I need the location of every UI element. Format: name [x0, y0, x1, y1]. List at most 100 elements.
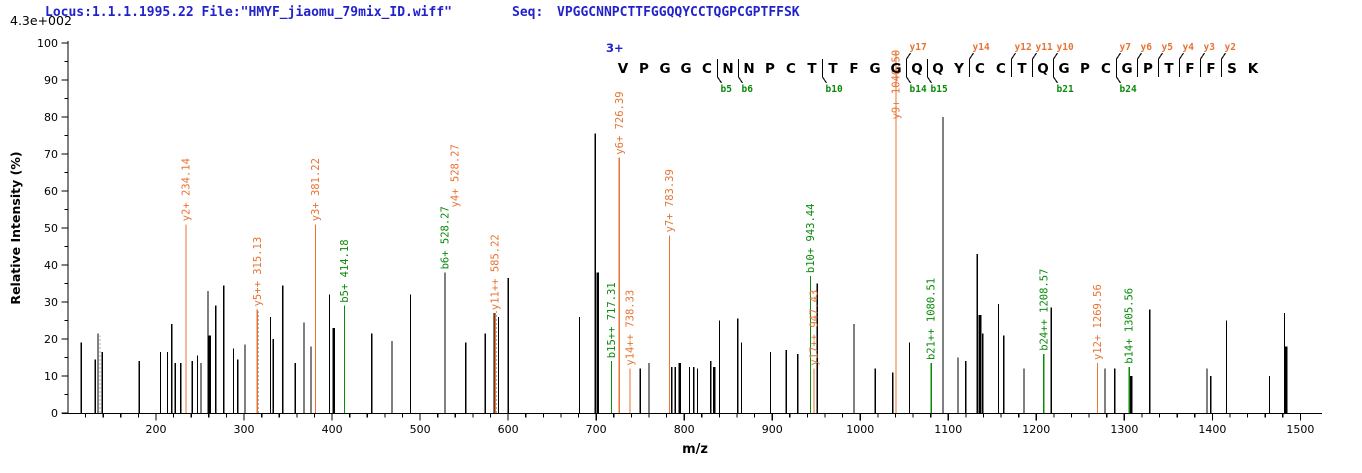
- residue-letter: P: [765, 61, 775, 77]
- precursor-charge-label: 3+: [606, 41, 624, 55]
- residue-letter: Q: [911, 61, 922, 77]
- peak-label-y: y7+ 783.39: [664, 169, 676, 232]
- y-ion-mark: y11: [1036, 42, 1053, 53]
- max-intensity-label: 4.3e+002: [10, 13, 72, 28]
- y-divider-tick: [1200, 52, 1205, 60]
- residue-letter: C: [702, 61, 712, 77]
- residue-letter: C: [1101, 61, 1111, 77]
- peak-label-b: b15++ 717.31: [606, 282, 618, 358]
- peak-label-y: y9+ 1040.50: [890, 50, 902, 120]
- y-ion-mark: y17: [910, 42, 927, 53]
- peak-label-y: y12+ 1269.56: [1092, 284, 1104, 360]
- x-tick-label: 1500: [1286, 423, 1314, 436]
- peak-label-b: b14+ 1305.56: [1124, 288, 1136, 364]
- y-divider-tick: [1221, 52, 1226, 60]
- residue-letter: T: [1017, 61, 1027, 77]
- b-ion-mark: b5: [721, 84, 733, 95]
- y-divider-tick: [1053, 52, 1058, 60]
- y-tick-label: 80: [44, 111, 58, 124]
- residue-letter: C: [975, 61, 985, 77]
- x-axis-title: m/z: [682, 442, 708, 457]
- y-divider-tick: [1158, 52, 1163, 60]
- y-ion-mark: y10: [1057, 42, 1074, 53]
- residue-letter: P: [1143, 61, 1153, 77]
- b-divider-tick: [1116, 76, 1121, 84]
- peak-label-b: b5+ 414.18: [339, 239, 351, 302]
- y-tick-label: 20: [44, 333, 58, 346]
- x-tick-label: 700: [586, 423, 607, 436]
- residue-letter: C: [786, 61, 796, 77]
- residue-letter: Q: [932, 61, 943, 77]
- residue-letter: G: [1058, 61, 1069, 77]
- residue-letter: N: [722, 61, 733, 77]
- peak-label-y: y2+ 234.14: [181, 158, 193, 221]
- y-tick-label: 50: [44, 222, 58, 235]
- b-ion-mark: b6: [742, 84, 754, 95]
- y-tick-label: 100: [37, 37, 58, 50]
- x-tick-label: 600: [498, 423, 519, 436]
- b-ion-mark: b10: [826, 84, 843, 95]
- residue-letter: G: [890, 61, 901, 77]
- residue-letter: N: [743, 61, 754, 77]
- x-tick-label: 1100: [934, 423, 962, 436]
- y-tick-label: 0: [51, 407, 58, 420]
- y-ion-mark: y6: [1141, 42, 1153, 53]
- x-tick-label: 400: [322, 423, 343, 436]
- b-ion-mark: b15: [931, 84, 948, 95]
- peak-label-y: y11++ 585.22: [490, 234, 502, 310]
- y-tick-label: 90: [44, 74, 58, 87]
- y-ion-mark: y4: [1183, 42, 1195, 53]
- peak-label-y: y4+ 528.27: [449, 144, 461, 207]
- residue-letter: G: [659, 61, 670, 77]
- residue-letter: F: [849, 61, 858, 77]
- peak-label-y: y3+ 381.22: [310, 158, 322, 221]
- x-tick-label: 200: [146, 423, 167, 436]
- y-divider-tick: [1116, 52, 1121, 60]
- peptide-sequence-header: VPGGCNNPCTTFGGQQYCCTQGPCGPTFFSK: [557, 5, 800, 20]
- y-ion-mark: y14: [973, 42, 990, 53]
- residue-letter: G: [680, 61, 691, 77]
- b-divider-tick: [906, 76, 911, 84]
- residue-letter: F: [1185, 61, 1194, 77]
- y-divider-tick: [1137, 52, 1142, 60]
- peak-label-b: b21++ 1080.51: [926, 278, 938, 360]
- residue-letter: P: [1080, 61, 1090, 77]
- b-ion-mark: b14: [910, 84, 927, 95]
- residue-letter: V: [618, 61, 629, 77]
- y-tick-label: 60: [44, 185, 58, 198]
- b-ion-mark: b21: [1057, 84, 1074, 95]
- y-divider-tick: [906, 52, 911, 60]
- peak-label-y: y17++ 947.43: [808, 290, 820, 366]
- x-tick-label: 1400: [1198, 423, 1226, 436]
- peak-label-y: y6+ 726.39: [614, 91, 626, 154]
- x-tick-label: 1200: [1022, 423, 1050, 436]
- residue-letter: P: [639, 61, 649, 77]
- residue-letter: T: [1164, 61, 1174, 77]
- y-ion-mark: y12: [1015, 42, 1032, 53]
- y-tick-label: 40: [44, 259, 58, 272]
- y-axis-title: Relative Intensity (%): [8, 151, 23, 304]
- peak-label-y: y5++ 315.13: [252, 237, 264, 307]
- residue-letter: C: [996, 61, 1006, 77]
- x-tick-label: 800: [674, 423, 695, 436]
- y-ion-mark: y3: [1204, 42, 1216, 53]
- residue-letter: K: [1248, 61, 1259, 77]
- peak-label-b: b10+ 943.44: [805, 204, 817, 274]
- y-tick-label: 70: [44, 148, 58, 161]
- x-tick-label: 900: [762, 423, 783, 436]
- locus-file-label: Locus:1.1.1.1995.22 File:"HMYF_jiaomu_79…: [45, 5, 452, 20]
- residue-letter: G: [1121, 61, 1132, 77]
- y-divider-tick: [1011, 52, 1016, 60]
- y-tick-label: 10: [44, 370, 58, 383]
- residue-letter: F: [1206, 61, 1215, 77]
- x-tick-label: 1300: [1110, 423, 1138, 436]
- peak-label-b: b24++ 1208.57: [1038, 269, 1050, 351]
- y-divider-tick: [1032, 52, 1037, 60]
- seq-label: Seq:: [512, 5, 544, 20]
- b-divider-tick: [822, 76, 827, 84]
- y-ion-mark: y2: [1225, 42, 1236, 53]
- peak-label-b: b6+ 528.27: [439, 206, 451, 269]
- b-divider-tick: [927, 76, 932, 84]
